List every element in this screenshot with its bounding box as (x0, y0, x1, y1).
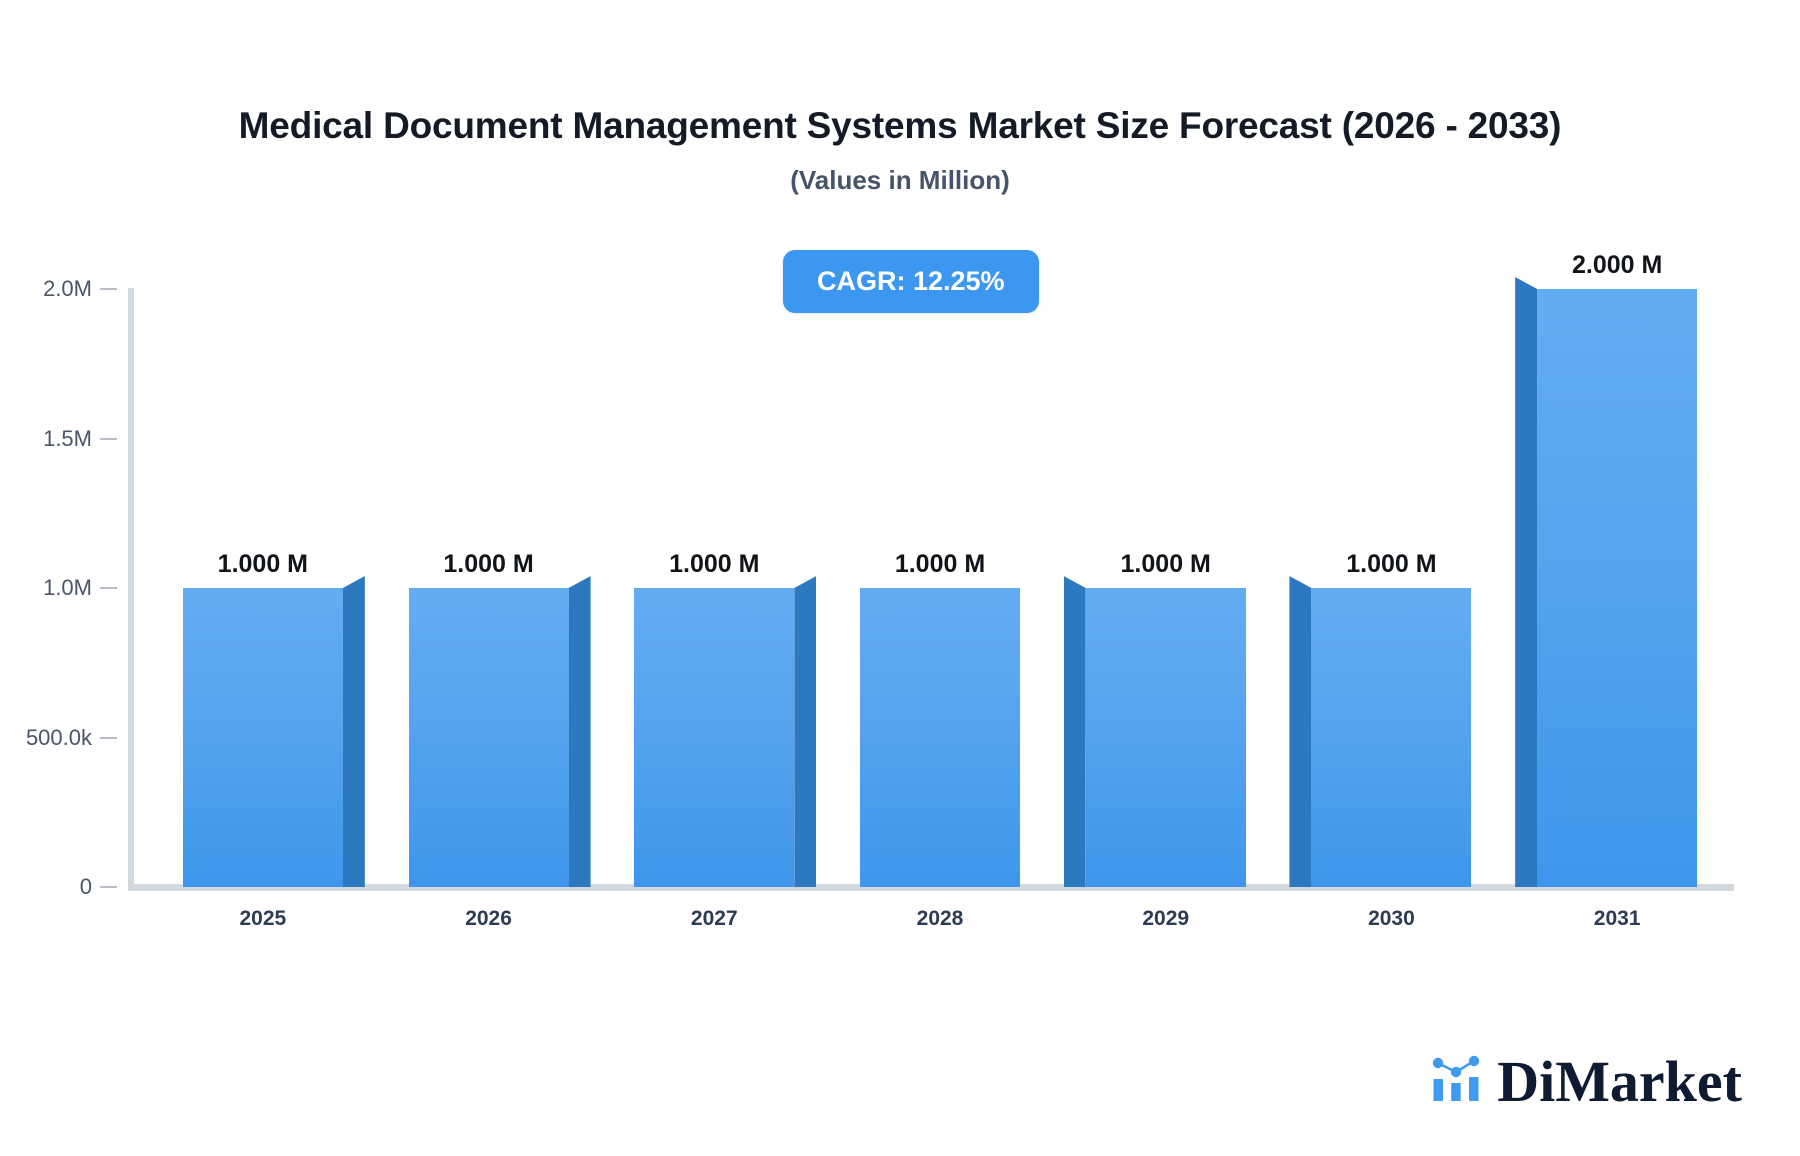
bar-value-label: 1.000 M (443, 550, 534, 578)
bar-value-label: 1.000 M (669, 550, 760, 578)
bar-chart-icon (1429, 1052, 1483, 1111)
page-title: Medical Document Management Systems Mark… (238, 105, 1562, 146)
bar-value-label: 2.000 M (1571, 251, 1663, 279)
bar-2025[interactable]: 1.000 M 2025 (182, 550, 365, 930)
bar-side-face (1289, 576, 1312, 887)
y-axis-tick-mark (100, 437, 117, 440)
x-axis-tick-label: 2029 (1142, 907, 1190, 930)
bar-side-face (568, 576, 591, 887)
bar-2029[interactable]: 1.000 M 2029 (1063, 550, 1246, 930)
x-axis-line (128, 884, 1734, 891)
bar-2027[interactable]: 1.000 M 2027 (634, 550, 817, 930)
bar-side-face (342, 576, 365, 887)
bar-front-face (408, 588, 569, 887)
y-axis-tick-label-text: 500.0k (25, 724, 92, 750)
chart-subtitle: (Values in Million) (790, 165, 1010, 195)
x-axis-tick-label: 2031 (1593, 907, 1641, 930)
bar-front-face (182, 588, 343, 887)
x-axis-tick-label: 2030 (1368, 907, 1415, 930)
bar-front-face (1537, 289, 1698, 887)
bar-side-face (1515, 277, 1538, 887)
dimarket-logo: DiMarket (1429, 1052, 1742, 1111)
x-axis-tick-label: 2026 (465, 907, 512, 930)
y-axis-tick-mark (100, 886, 117, 888)
bar-front-face (860, 588, 1020, 887)
x-axis-tick-label: 2027 (690, 907, 738, 930)
bar-value-label: 1.000 M (1120, 550, 1211, 578)
bar-2031[interactable]: 2.000 M 2031 (1515, 251, 1698, 930)
bar-value-label: 1.000 M (1346, 550, 1437, 578)
bar-chart-plot-area: 0 500.0k 1.0M 1.5M 2.0M 1.000 M 2025 1.000 M 20… (25, 251, 1734, 930)
y-axis-tick-mark (100, 587, 117, 589)
bar-front-face (634, 588, 795, 887)
bar-2026[interactable]: 1.000 M 2026 (408, 550, 591, 930)
bar-value-label: 1.000 M (894, 550, 986, 578)
y-axis-tick-label-text: 0 (79, 874, 92, 899)
logo-wordmark: DiMarket (1497, 1048, 1742, 1114)
bar-front-face (1085, 588, 1246, 887)
bar-side-face (794, 576, 817, 887)
y-axis-tick-label-text: 1.0M (43, 575, 92, 600)
bar-side-face (1063, 576, 1086, 887)
y-axis-tick-label-text: 1.5M (43, 425, 92, 451)
x-axis-tick-label: 2028 (916, 907, 964, 930)
bar-value-label: 1.000 M (217, 550, 309, 578)
bar-2028[interactable]: 1.000 M 2028 (860, 550, 1020, 930)
y-axis-tick-label-text: 2.0M (43, 276, 92, 301)
y-axis-line (128, 288, 134, 887)
cagr-badge: CAGR: 12.25% (783, 250, 1039, 313)
bar-front-face (1311, 588, 1472, 887)
y-axis-tick-mark (100, 736, 117, 739)
bar-2030[interactable]: 1.000 M 2030 (1289, 550, 1472, 930)
y-axis-tick-mark (100, 288, 117, 290)
x-axis-tick-label: 2025 (239, 907, 287, 930)
